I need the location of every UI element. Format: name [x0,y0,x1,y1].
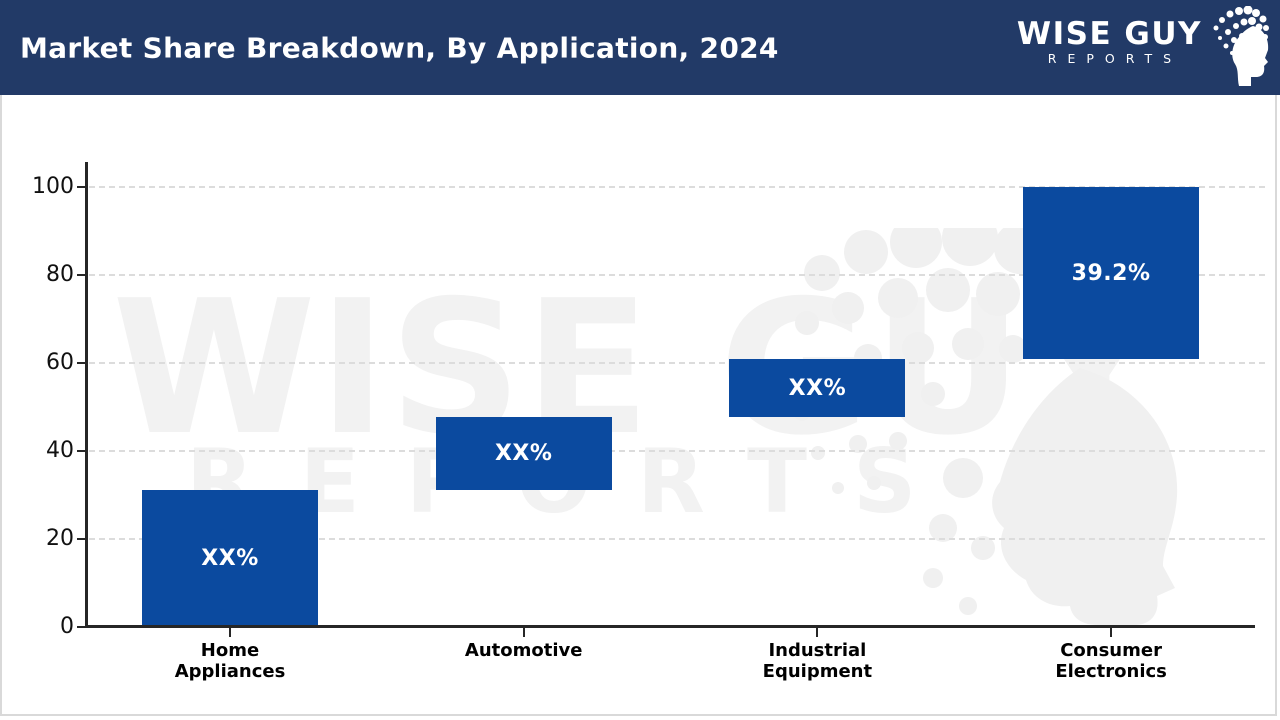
bar-automotive: XX% [435,416,612,490]
x-category-label: Home Appliances [174,640,286,682]
grid-line [89,538,1265,540]
x-category-label: Automotive [464,640,583,661]
grid-line [89,450,1265,452]
bar-consumer-electronics: 39.2% [1023,187,1200,360]
x-tick-mark [1110,628,1113,637]
logo-dot-head-icon [1213,6,1269,86]
bar-industrial-equipment: XX% [729,359,906,417]
bar-value-label: 39.2% [1071,260,1151,286]
bar-value-label: XX% [494,440,553,466]
y-tick-mark [77,362,86,364]
x-tick-mark [229,628,231,637]
y-tick-label: 40 [46,438,74,463]
bar-value-label: XX% [788,375,847,401]
x-axis [85,625,1255,628]
y-tick-mark [77,538,86,540]
grid-line [89,186,1265,188]
bar-value-label: XX% [201,545,259,571]
x-category-label: Industrial Equipment [762,640,873,682]
y-tick-mark [77,186,86,188]
y-tick-label: 0 [60,614,74,639]
y-tick-mark [77,274,86,276]
y-tick-label: 100 [32,174,74,199]
bar-home-appliances: XX% [142,489,318,627]
x-category-label: Consumer Electronics [1055,640,1167,682]
y-tick-label: 80 [46,262,74,287]
x-tick-mark [816,628,819,637]
y-tick-mark [77,450,86,452]
y-axis [85,162,88,628]
y-tick-label: 60 [46,350,74,375]
logo-wordmark: WISE GUY [1016,16,1202,52]
x-tick-mark [522,628,525,637]
grid-line [89,274,1265,276]
wise-guy-reports-logo: WISE GUY REPORTS [1017,17,1202,67]
grid-line [89,362,1265,364]
header-bar: Market Share Breakdown, By Application, … [0,0,1280,95]
logo-subtext: REPORTS [1047,51,1183,66]
page-title: Market Share Breakdown, By Application, … [20,31,779,64]
y-tick-mark [77,626,86,628]
y-tick-label: 20 [46,526,74,551]
